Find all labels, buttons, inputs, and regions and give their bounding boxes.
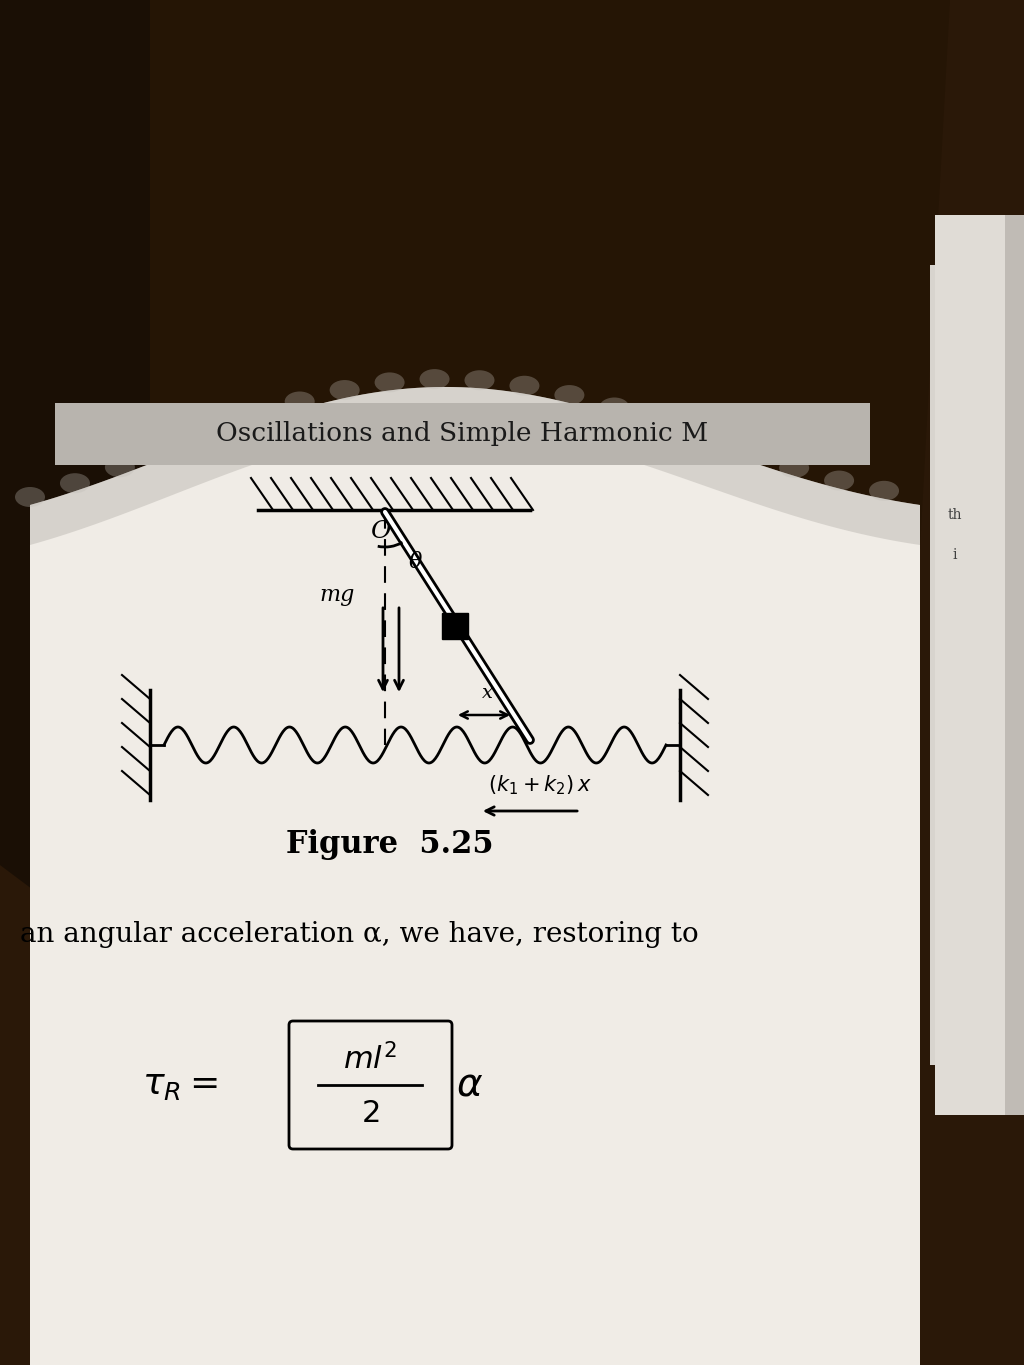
Polygon shape: [30, 386, 920, 1365]
Polygon shape: [150, 0, 950, 915]
Text: Figure  5.25: Figure 5.25: [287, 830, 494, 860]
Polygon shape: [30, 386, 920, 545]
Text: an angular acceleration α, we have, restoring to: an angular acceleration α, we have, rest…: [20, 921, 698, 949]
Text: $(k_1 + k_2)\, x$: $(k_1 + k_2)\, x$: [488, 773, 592, 797]
Ellipse shape: [285, 392, 314, 411]
Bar: [1010, 265, 1024, 1065]
Ellipse shape: [644, 412, 674, 433]
Text: θ: θ: [409, 551, 422, 573]
Text: mg: mg: [319, 584, 354, 606]
Text: $\alpha$: $\alpha$: [457, 1066, 483, 1103]
Text: O: O: [370, 520, 390, 543]
Polygon shape: [0, 0, 400, 1016]
Ellipse shape: [510, 375, 540, 396]
Text: $ml^2$: $ml^2$: [343, 1044, 397, 1076]
Text: $\tau_R =$: $\tau_R =$: [142, 1067, 218, 1102]
Ellipse shape: [779, 457, 809, 478]
Text: $2$: $2$: [360, 1097, 379, 1129]
Ellipse shape: [150, 440, 180, 460]
FancyBboxPatch shape: [289, 1021, 452, 1149]
Bar: [1005, 216, 1024, 1115]
Ellipse shape: [554, 385, 585, 405]
Ellipse shape: [104, 457, 135, 478]
Bar: [930, 265, 1024, 1065]
Ellipse shape: [420, 369, 450, 389]
Bar: [55, 403, 870, 465]
Ellipse shape: [195, 423, 225, 442]
Text: x: x: [481, 684, 493, 702]
Ellipse shape: [15, 487, 45, 506]
Ellipse shape: [824, 471, 854, 490]
Bar: [935, 216, 1015, 1115]
Text: Oscillations and Simple Harmonic M: Oscillations and Simple Harmonic M: [216, 422, 709, 446]
Text: i: i: [952, 547, 957, 562]
Ellipse shape: [465, 370, 495, 390]
Text: th: th: [948, 508, 963, 521]
Ellipse shape: [240, 405, 269, 426]
Ellipse shape: [734, 444, 764, 463]
Ellipse shape: [330, 379, 359, 400]
Ellipse shape: [599, 397, 630, 418]
Ellipse shape: [869, 480, 899, 501]
Ellipse shape: [689, 427, 719, 448]
Ellipse shape: [60, 474, 90, 493]
Ellipse shape: [375, 373, 404, 392]
Bar: [442, 613, 468, 639]
